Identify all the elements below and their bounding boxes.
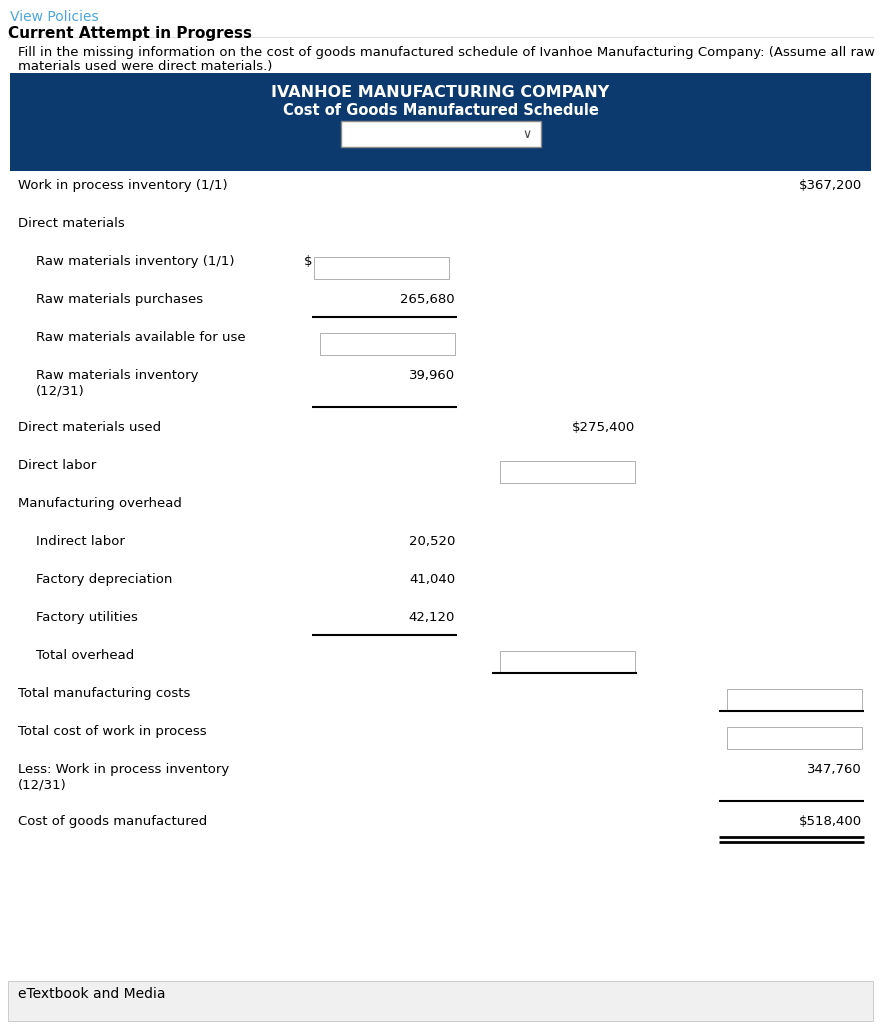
Text: 265,680: 265,680 [400,293,455,306]
Text: Direct materials used: Direct materials used [18,421,161,434]
Text: 41,040: 41,040 [409,573,455,586]
Bar [727,689,862,711]
Bar [8,981,873,1021]
Text: $367,200: $367,200 [799,179,862,192]
Text: Manufacturing overhead: Manufacturing overhead [18,497,181,510]
Text: materials used were direct materials.): materials used were direct materials.) [18,60,272,73]
Text: 347,760: 347,760 [807,763,862,776]
Text: Work in process inventory (1/1): Work in process inventory (1/1) [18,179,227,192]
Text: 39,960: 39,960 [409,369,455,382]
Text: Raw materials inventory (1/1): Raw materials inventory (1/1) [36,255,234,268]
Bar [314,257,449,279]
Text: Current Attempt in Progress: Current Attempt in Progress [8,26,252,41]
Text: 42,120: 42,120 [409,611,455,624]
Text: ∨: ∨ [522,127,531,140]
Text: $: $ [304,255,313,268]
Text: Direct labor: Direct labor [18,459,96,472]
Text: $518,400: $518,400 [799,815,862,828]
Text: $275,400: $275,400 [572,421,635,434]
Text: Factory depreciation: Factory depreciation [36,573,173,586]
Text: Direct materials: Direct materials [18,217,125,230]
Bar [340,121,541,147]
Bar [500,651,635,674]
Text: Cost of goods manufactured: Cost of goods manufactured [18,815,207,828]
Bar [727,727,862,749]
Text: IVANHOE MANUFACTURING COMPANY: IVANHOE MANUFACTURING COMPANY [271,85,610,100]
Text: View Policies: View Policies [10,10,99,24]
Text: Total cost of work in process: Total cost of work in process [18,725,207,738]
Text: eTextbook and Media: eTextbook and Media [18,987,166,1001]
Text: Total overhead: Total overhead [36,649,134,662]
Bar [320,333,455,355]
Text: Factory utilities: Factory utilities [36,611,137,624]
Bar [10,73,871,171]
Bar [500,461,635,483]
Text: Raw materials inventory
(12/31): Raw materials inventory (12/31) [36,369,198,397]
Text: Less: Work in process inventory
(12/31): Less: Work in process inventory (12/31) [18,763,229,791]
Text: 20,520: 20,520 [409,535,455,547]
Text: Total manufacturing costs: Total manufacturing costs [18,687,190,700]
Text: Indirect labor: Indirect labor [36,535,125,547]
Text: Raw materials available for use: Raw materials available for use [36,331,246,344]
Text: Fill in the missing information on the cost of goods manufactured schedule of Iv: Fill in the missing information on the c… [18,46,875,59]
Text: Cost of Goods Manufactured Schedule: Cost of Goods Manufactured Schedule [283,103,598,118]
Text: Raw materials purchases: Raw materials purchases [36,293,204,306]
